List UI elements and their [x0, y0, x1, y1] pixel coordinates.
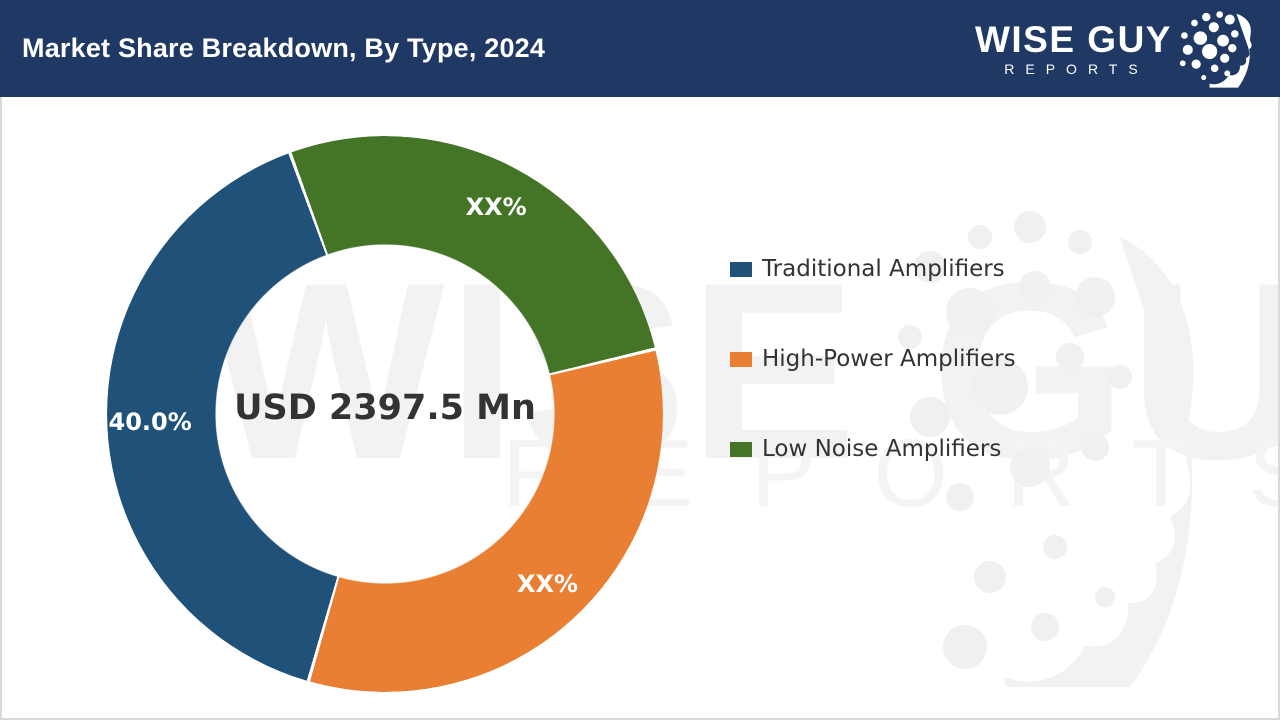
legend: Traditional Amplifiers High-Power Amplif…: [730, 254, 1016, 524]
legend-item-high-power-amplifiers: High-Power Amplifiers: [730, 344, 1016, 374]
legend-label: Low Noise Amplifiers: [762, 436, 1002, 462]
legend-item-traditional-amplifiers: Traditional Amplifiers: [730, 254, 1016, 284]
donut-chart: 40.0% XX% XX% USD 2397.5 Mn: [107, 136, 663, 692]
page-title: Market Share Breakdown, By Type, 2024: [22, 33, 546, 63]
segment-label-traditional-amplifiers: 40.0%: [108, 408, 192, 437]
legend-item-low-noise-amplifiers: Low Noise Amplifiers: [730, 434, 1016, 464]
segment-label-high-power-amplifiers: XX%: [517, 569, 579, 598]
logo-subtitle: REPORTS: [1004, 61, 1149, 77]
legend-label: Traditional Amplifiers: [762, 256, 1005, 282]
header: Market Share Breakdown, By Type, 2024 WI…: [0, 0, 1280, 97]
legend-swatch-high-power-amplifiers: [730, 351, 752, 367]
legend-swatch-traditional-amplifiers: [730, 261, 752, 277]
donut-center-value: USD 2397.5 Mn: [234, 388, 536, 428]
legend-label: High-Power Amplifiers: [762, 346, 1016, 372]
donut-ring: [107, 136, 663, 692]
wiseguy-logo: WISE GUY REPORTS: [975, 9, 1260, 89]
logo-wordmark: WISE GUY: [974, 19, 1172, 60]
legend-swatch-low-noise-amplifiers: [730, 441, 752, 457]
segment-label-low-noise-amplifiers: XX%: [465, 192, 527, 221]
logo-face-icon: [1179, 10, 1252, 88]
